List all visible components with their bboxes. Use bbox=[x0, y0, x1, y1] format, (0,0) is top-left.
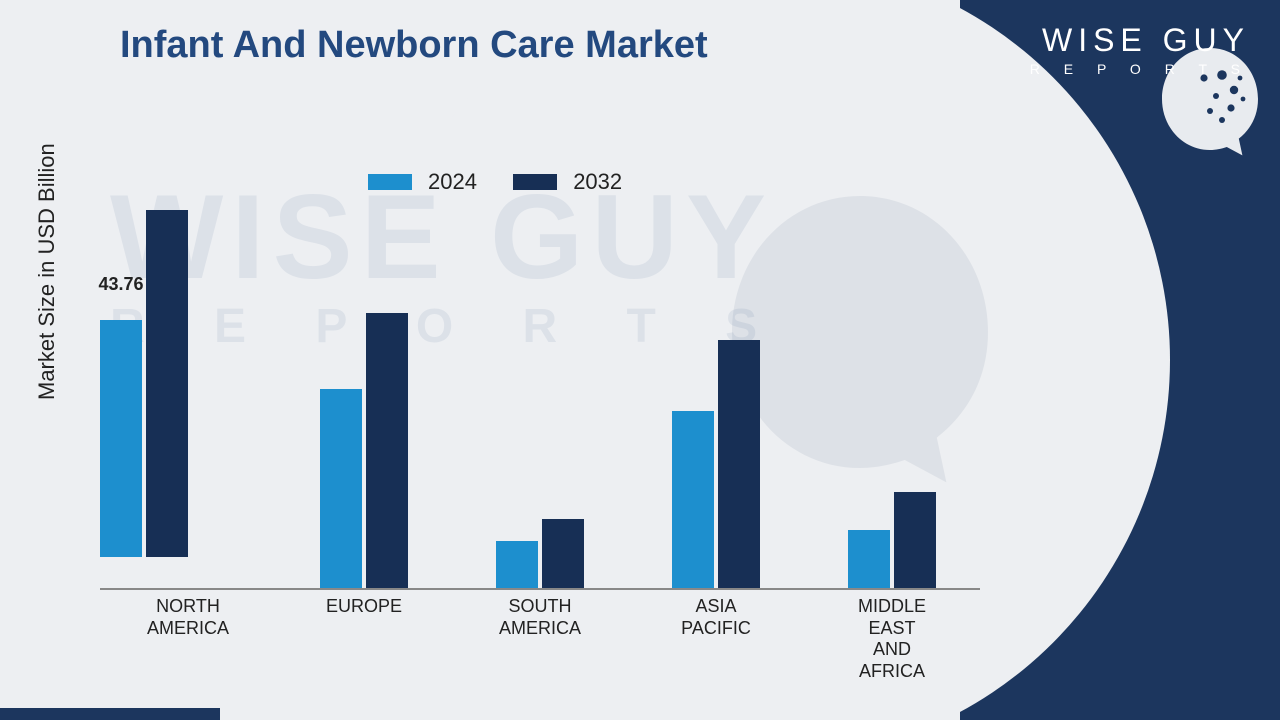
bar-pair bbox=[320, 313, 408, 590]
bar-2024 bbox=[848, 530, 890, 590]
x-axis-label: SOUTHAMERICA bbox=[452, 596, 628, 682]
bar-2032 bbox=[894, 492, 936, 590]
legend-label-2024: 2024 bbox=[428, 169, 477, 194]
legend-label-2032: 2032 bbox=[573, 169, 622, 194]
brand-line2: R E P O R T S bbox=[1030, 61, 1250, 77]
y-axis-label: Market Size in USD Billion bbox=[34, 143, 60, 400]
x-axis-label: NORTHAMERICA bbox=[100, 596, 276, 682]
bar-2024 bbox=[100, 320, 142, 558]
x-axis-label: MIDDLEEASTANDAFRICA bbox=[804, 596, 980, 682]
bar-pair bbox=[848, 492, 936, 590]
bar-2024 bbox=[672, 411, 714, 590]
bar-group bbox=[276, 210, 452, 590]
bar-2032 bbox=[146, 210, 188, 557]
bar-2032 bbox=[718, 340, 760, 590]
chart-title: Infant And Newborn Care Market bbox=[120, 24, 708, 67]
bar-pair bbox=[672, 340, 760, 590]
x-axis-labels: NORTHAMERICAEUROPESOUTHAMERICAASIAPACIFI… bbox=[100, 596, 980, 682]
x-axis-label: EUROPE bbox=[276, 596, 452, 682]
bar-2032 bbox=[542, 519, 584, 590]
legend-swatch-2032 bbox=[513, 174, 557, 190]
legend: 2024 2032 bbox=[0, 168, 960, 195]
bar-group bbox=[628, 210, 804, 590]
x-axis-label: ASIAPACIFIC bbox=[628, 596, 804, 682]
footer-accent-bar bbox=[0, 708, 220, 720]
bar-group bbox=[452, 210, 628, 590]
chart-plot-area: 43.76 bbox=[100, 210, 980, 590]
bar-pair bbox=[496, 519, 584, 590]
bar-pair: 43.76 bbox=[100, 210, 276, 557]
x-axis-line bbox=[100, 588, 980, 590]
bar-2024 bbox=[320, 389, 362, 590]
brand-line1: WISE GUY bbox=[1030, 22, 1250, 59]
bar-groups: 43.76 bbox=[100, 210, 980, 590]
bar-value-label: 43.76 bbox=[98, 274, 143, 295]
brand-block: WISE GUY R E P O R T S bbox=[1030, 22, 1250, 77]
bar-2024 bbox=[496, 541, 538, 590]
chart-stage: WISE GUY R E P O R T S Infant And Newbor… bbox=[0, 0, 1280, 720]
bar-group: 43.76 bbox=[100, 210, 276, 590]
bar-2032 bbox=[366, 313, 408, 590]
bar-group bbox=[804, 210, 980, 590]
legend-swatch-2024 bbox=[368, 174, 412, 190]
